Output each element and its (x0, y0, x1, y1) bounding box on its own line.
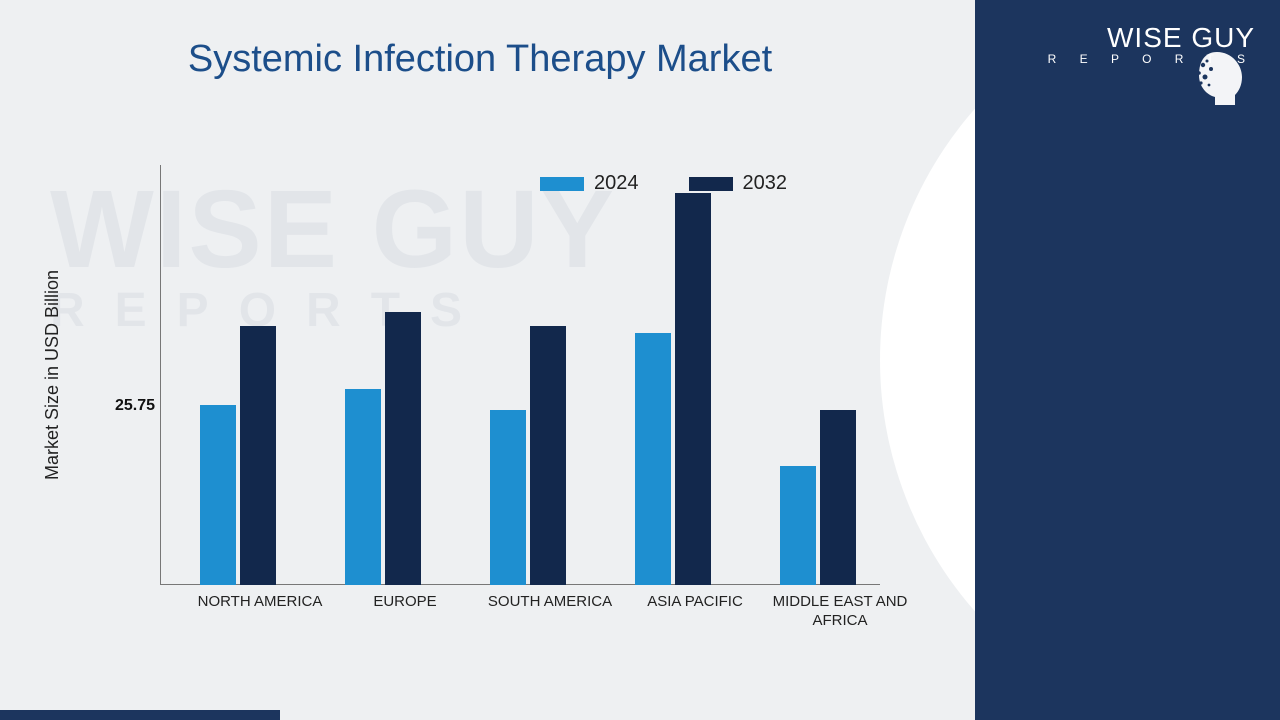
y-tick-label: 25.75 (100, 397, 155, 415)
bottom-accent-strip (0, 710, 280, 720)
bar-series1 (200, 405, 236, 585)
chart-plot-area: 25.75 NORTH AMERICAEUROPESOUTH AMERICAAS… (100, 165, 880, 585)
y-axis-label: Market Size in USD Billion (42, 165, 62, 585)
bar-series1 (345, 389, 381, 585)
bar-groups: NORTH AMERICAEUROPESOUTH AMERICAASIA PAC… (160, 165, 880, 585)
category-label: EUROPE (335, 585, 475, 612)
category-label: NORTH AMERICA (190, 585, 330, 612)
bar-series2 (530, 326, 566, 585)
bar-series1 (490, 410, 526, 585)
bar-series2 (385, 312, 421, 585)
bar-series1 (780, 466, 816, 585)
head-silhouette-icon (1187, 47, 1247, 107)
chart-canvas: WISE GUY REPORTS WISE GUY R E P O R T S … (0, 0, 1280, 720)
chart-title: Systemic Infection Therapy Market (0, 38, 960, 81)
brand-logo: WISE GUY R E P O R T S (1048, 22, 1255, 66)
bar-series2 (240, 326, 276, 585)
bar-series2 (820, 410, 856, 585)
category-label: SOUTH AMERICA (480, 585, 620, 612)
category-label: MIDDLE EAST AND AFRICA (770, 585, 910, 631)
bar-series1 (635, 333, 671, 585)
category-label: ASIA PACIFIC (625, 585, 765, 612)
right-panel (975, 0, 1280, 720)
bar-series2 (675, 193, 711, 585)
